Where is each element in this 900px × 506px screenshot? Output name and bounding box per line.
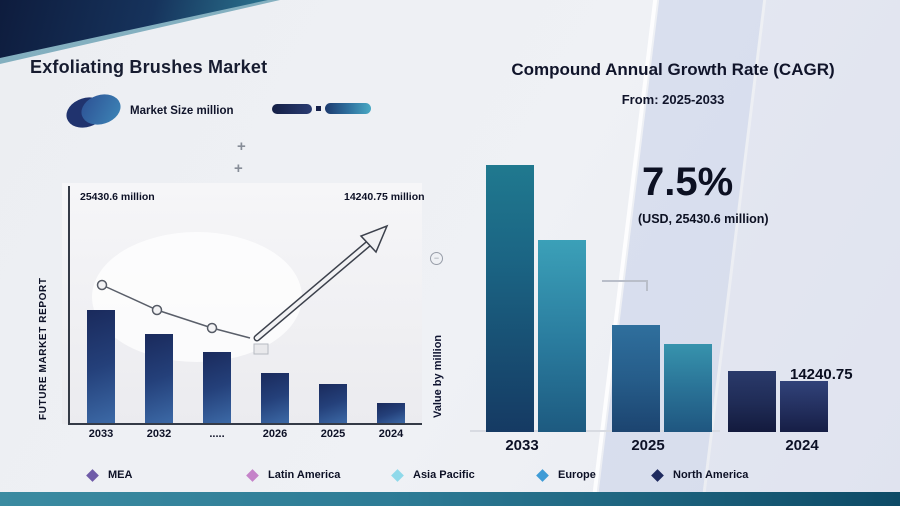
right-chart-baseline	[470, 430, 720, 432]
left-chart-y-axis	[68, 186, 70, 425]
right-chart-y-axis-label: Value by million	[432, 334, 444, 418]
right-x-label-2025: 2025	[631, 437, 665, 454]
market-size-bar-2025	[319, 384, 347, 423]
left-x-label-2033: 2033	[88, 428, 114, 440]
legend-item-north-america: North America	[651, 465, 749, 485]
left-x-label-2032: 2032	[146, 428, 172, 440]
left-x-label-2024: 2024	[378, 428, 404, 440]
right-x-label-2033: 2033	[505, 437, 539, 454]
value-label-2024: 14240.75	[790, 366, 853, 383]
minus-circle-icon: −	[430, 252, 443, 265]
cagr-bar-2033-secondary	[538, 240, 586, 432]
plus-decoration-icon: +	[234, 160, 243, 177]
legend-label: Europe	[558, 469, 596, 481]
legend-label: Asia Pacific	[413, 469, 475, 481]
market-size-bar-.....	[203, 352, 231, 423]
cagr-note: (USD, 25430.6 million)	[638, 212, 769, 226]
legend-item-latin-america: Latin America	[246, 465, 341, 485]
left-x-label-.....: .....	[209, 428, 225, 440]
legend-diamond-icon	[651, 468, 664, 482]
corner-triangle-decoration	[0, 0, 268, 58]
market-size-legend-label: Market Size million	[130, 105, 234, 117]
legend-label: North America	[673, 469, 749, 481]
left-chart-title: Exfoliating Brushes Market	[30, 57, 268, 77]
bottom-strip-decoration	[0, 492, 900, 506]
legend-label: MEA	[108, 469, 133, 481]
end-value-label: 14240.75 million	[344, 191, 425, 203]
left-x-label-2026: 2026	[262, 428, 288, 440]
left-chart-x-axis	[68, 423, 422, 425]
legend-diamond-icon	[536, 468, 549, 482]
start-value-label: 25430.6 million	[80, 191, 155, 203]
cagr-value: 7.5%	[642, 160, 734, 204]
cagr-bar-2033-primary	[486, 165, 534, 432]
market-size-bars	[72, 186, 420, 423]
right-chart-subtitle: From: 2025-2033	[621, 92, 725, 107]
left-chart-y-axis-label: FUTURE MARKET REPORT	[38, 277, 49, 420]
legend-diamond-icon	[246, 468, 259, 482]
step-line-decoration	[602, 280, 648, 291]
legend-item-europe: Europe	[536, 465, 596, 485]
legend-pill-dark-icon	[272, 104, 312, 114]
market-size-bar-2026	[261, 373, 289, 423]
market-size-legend-icon	[62, 89, 125, 133]
right-x-label-2024: 2024	[785, 437, 819, 454]
region-legend: MEA Latin America Asia Pacific Europe North …	[0, 465, 900, 487]
market-size-bar-2024	[377, 403, 405, 423]
plus-decoration-icon: +	[237, 138, 246, 155]
legend-label: Latin America	[268, 469, 341, 481]
left-x-label-2025: 2025	[320, 428, 346, 440]
right-chart-title: Compound Annual Growth Rate (CAGR)	[511, 60, 835, 79]
cagr-bar-2024-primary	[728, 371, 776, 432]
market-size-bar-2033	[87, 310, 115, 423]
legend-diamond-icon	[86, 468, 99, 482]
legend-pill-gradient-icon	[325, 103, 371, 114]
legend-item-mea: MEA	[86, 465, 133, 485]
cagr-bar-2025-primary	[612, 325, 660, 432]
legend-item-asia-pacific: Asia Pacific	[391, 465, 475, 485]
cagr-bar-2024-secondary	[780, 381, 828, 432]
market-size-bar-2032	[145, 334, 173, 423]
legend-dot-icon	[316, 106, 321, 111]
cagr-bar-2025-secondary	[664, 344, 712, 432]
legend-diamond-icon	[391, 468, 404, 482]
left-chart-x-labels: 2033 2032..... 2026 2025 2024	[72, 428, 420, 440]
